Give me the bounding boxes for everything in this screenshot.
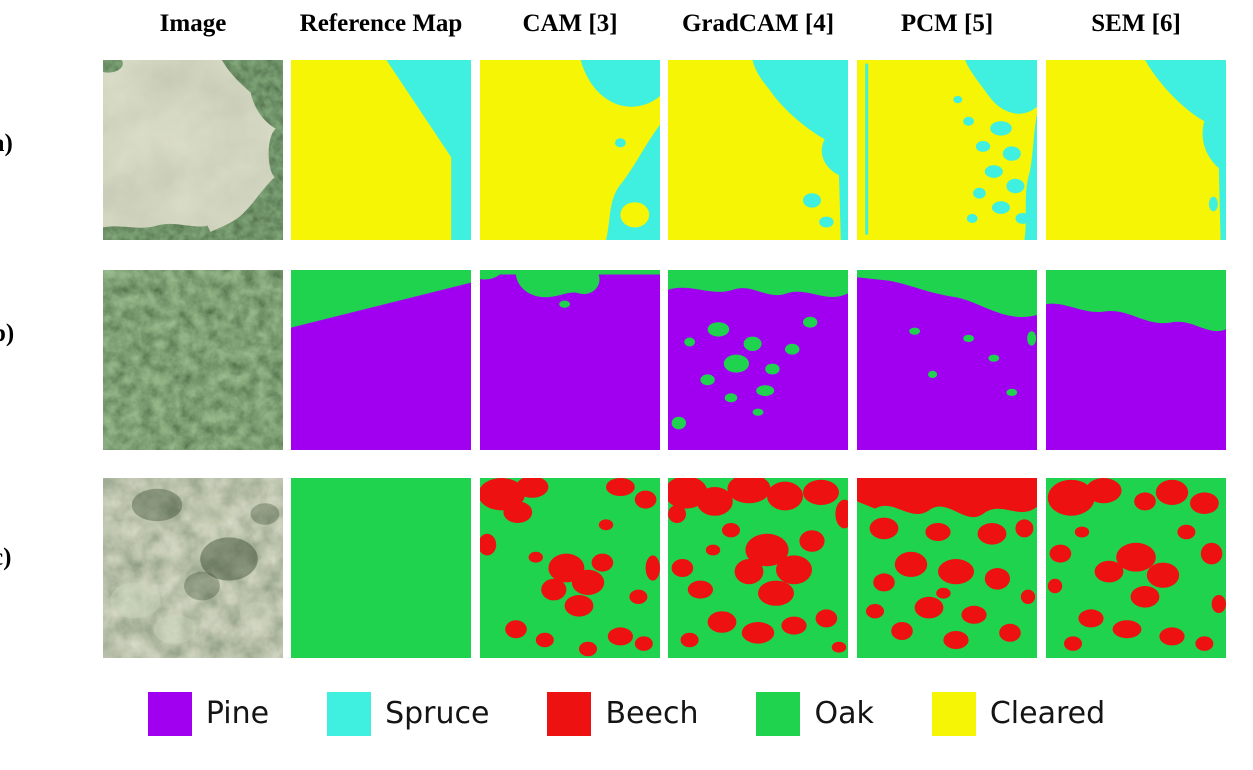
legend-label-cleared: Cleared: [989, 696, 1106, 731]
column-header-gradcam: GradCAM [4]: [681, 10, 835, 37]
map-c-cam: [480, 478, 660, 658]
map-a-pcm: [857, 60, 1037, 240]
map-c-sem: [1046, 478, 1226, 658]
map-a-sem: [1046, 60, 1226, 240]
legend-item-spruce: Spruce: [327, 692, 489, 736]
aerial-image-a: [103, 60, 283, 240]
oak-color-swatch: [756, 692, 801, 736]
map-a-gradcam: [668, 60, 848, 240]
legend-label-oak: Oak: [814, 696, 874, 731]
map-b-cam: [480, 270, 660, 450]
canopy-highlight-shapes: [103, 488, 280, 644]
map-b-pcm: [857, 270, 1037, 450]
tree-area-shapes: [103, 60, 283, 240]
aerial-image-c: [103, 478, 283, 658]
spruce-color-swatch: [327, 692, 372, 736]
map-c-pcm: [857, 478, 1037, 658]
row-label-b: b): [0, 320, 15, 347]
legend-label-spruce: Spruce: [385, 696, 490, 731]
column-header-cam: CAM [3]: [522, 10, 618, 37]
column-header-pcm: PCM [5]: [900, 10, 994, 37]
map-a-reference: [291, 60, 471, 240]
map-b-gradcam: [668, 270, 848, 450]
map-b-sem: [1046, 270, 1226, 450]
cleared-color-swatch: [931, 692, 976, 736]
legend-item-cleared: Cleared: [931, 692, 1106, 736]
aerial-image-b: [103, 270, 283, 450]
legend-item-beech: Beech: [547, 692, 698, 736]
map-c-reference: [291, 478, 471, 658]
map-c-gradcam: [668, 478, 848, 658]
legend-label-beech: Beech: [605, 696, 699, 731]
legend: Pine Spruce Beech Oak Cleared: [0, 692, 1253, 736]
legend-item-oak: Oak: [756, 692, 874, 736]
map-b-reference: [291, 270, 471, 450]
legend-item-pine: Pine: [147, 692, 270, 736]
pine-color-swatch: [147, 692, 192, 736]
beech-color-swatch: [547, 692, 592, 736]
legend-label-pine: Pine: [205, 696, 270, 731]
column-header-image: Image: [159, 10, 227, 37]
map-a-cam: [480, 60, 660, 240]
column-header-reference: Reference Map: [299, 10, 463, 37]
row-label-a: a): [0, 130, 13, 157]
column-header-sem: SEM [6]: [1091, 10, 1181, 37]
row-label-c: c): [0, 544, 12, 571]
